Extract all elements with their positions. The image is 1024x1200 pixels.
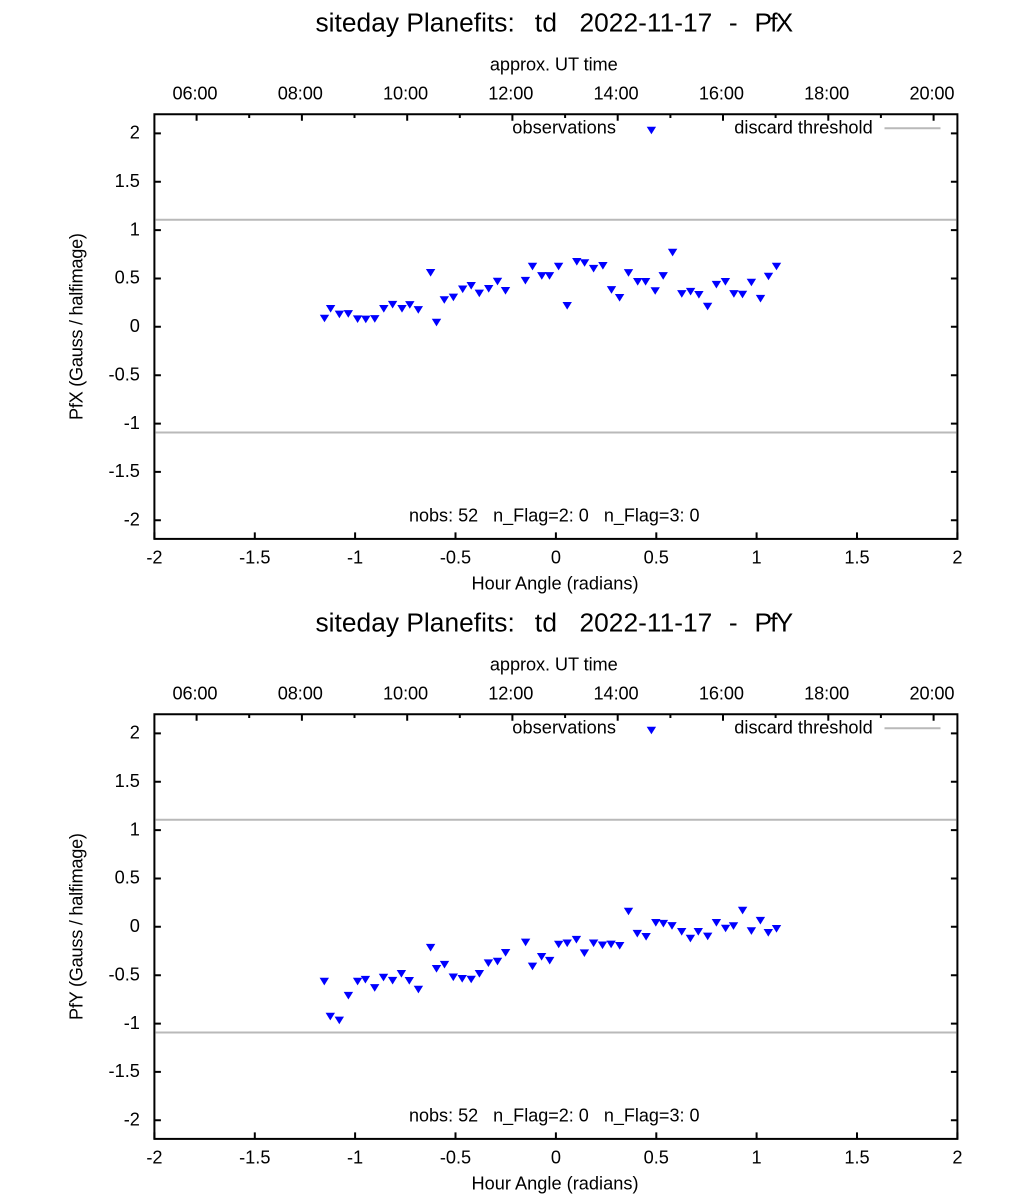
svg-text:-1.5: -1.5	[109, 461, 140, 481]
svg-text:1.5: 1.5	[844, 547, 869, 567]
svg-text:observations: observations	[512, 118, 616, 138]
svg-text:08:00: 08:00	[278, 84, 323, 104]
svg-text:1.5: 1.5	[844, 1147, 869, 1167]
svg-text:-1: -1	[124, 413, 140, 433]
svg-text:td: td	[535, 8, 557, 38]
svg-text:-1: -1	[124, 1013, 140, 1033]
svg-text:-0.5: -0.5	[109, 964, 140, 984]
svg-text:1: 1	[130, 219, 140, 239]
svg-text:14:00: 14:00	[594, 684, 639, 704]
svg-text:td: td	[535, 608, 557, 638]
svg-text:0: 0	[551, 547, 561, 567]
svg-text:observations: observations	[512, 718, 616, 738]
svg-text:-2: -2	[146, 547, 162, 567]
svg-text:approx. UT time: approx. UT time	[490, 54, 618, 74]
svg-text:Hour Angle (radians): Hour Angle (radians)	[472, 1174, 639, 1194]
svg-text:0.5: 0.5	[644, 1147, 669, 1167]
svg-text:-: -	[729, 608, 738, 638]
svg-text:1: 1	[752, 1147, 762, 1167]
svg-text:0: 0	[130, 916, 140, 936]
svg-text:10:00: 10:00	[383, 84, 428, 104]
svg-text:Hour Angle (radians): Hour Angle (radians)	[472, 574, 639, 594]
svg-text:PfY: PfY	[755, 608, 794, 638]
svg-text:20:00: 20:00	[909, 684, 954, 704]
svg-text:0.5: 0.5	[115, 268, 140, 288]
svg-text:2022-11-17: 2022-11-17	[580, 8, 713, 38]
svg-text:18:00: 18:00	[804, 684, 849, 704]
svg-text:0.5: 0.5	[644, 547, 669, 567]
svg-text:nobs: 52 n_Flag=2: 0 n_Fla: nobs: 52 n_Flag=2: 0 n_Flag=3: 0	[409, 505, 700, 526]
svg-text:-0.5: -0.5	[440, 1147, 471, 1167]
svg-text:1: 1	[130, 819, 140, 839]
svg-text:PfX (Gauss / halfimage): PfX (Gauss / halfimage)	[67, 233, 87, 420]
svg-text:10:00: 10:00	[383, 684, 428, 704]
svg-text:20:00: 20:00	[909, 84, 954, 104]
svg-text:-0.5: -0.5	[440, 547, 471, 567]
svg-text:-1: -1	[347, 1147, 363, 1167]
svg-text:16:00: 16:00	[699, 84, 744, 104]
svg-text:0: 0	[551, 1147, 561, 1167]
svg-text:-2: -2	[124, 1110, 140, 1130]
svg-text:16:00: 16:00	[699, 684, 744, 704]
svg-text:siteday Planefits:: siteday Planefits:	[316, 608, 515, 638]
svg-text:PfY (Gauss / halfimage): PfY (Gauss / halfimage)	[67, 833, 87, 1020]
svg-text:0.5: 0.5	[115, 868, 140, 888]
svg-text:2022-11-17: 2022-11-17	[580, 608, 713, 638]
svg-text:2: 2	[952, 547, 962, 567]
svg-text:discard threshold: discard threshold	[734, 118, 872, 138]
svg-text:approx. UT time: approx. UT time	[490, 654, 618, 674]
svg-text:-1.5: -1.5	[109, 1061, 140, 1081]
svg-text:0: 0	[130, 316, 140, 336]
svg-text:-1.5: -1.5	[239, 547, 270, 567]
svg-text:1.5: 1.5	[115, 771, 140, 791]
svg-text:-1.5: -1.5	[239, 1147, 270, 1167]
svg-text:-2: -2	[124, 510, 140, 530]
svg-text:06:00: 06:00	[172, 84, 217, 104]
svg-text:1: 1	[752, 547, 762, 567]
svg-text:siteday Planefits:: siteday Planefits:	[316, 8, 515, 38]
svg-text:2: 2	[130, 123, 140, 143]
svg-text:-: -	[729, 8, 738, 38]
svg-text:12:00: 12:00	[488, 684, 533, 704]
svg-text:12:00: 12:00	[488, 84, 533, 104]
svg-text:1.5: 1.5	[115, 171, 140, 191]
svg-text:-0.5: -0.5	[109, 364, 140, 384]
svg-text:discard threshold: discard threshold	[734, 718, 872, 738]
svg-text:14:00: 14:00	[594, 84, 639, 104]
svg-text:2: 2	[952, 1147, 962, 1167]
svg-text:-1: -1	[347, 547, 363, 567]
svg-text:-2: -2	[146, 1147, 162, 1167]
svg-text:2: 2	[130, 723, 140, 743]
svg-text:06:00: 06:00	[172, 684, 217, 704]
svg-text:PfX: PfX	[755, 8, 794, 38]
svg-text:08:00: 08:00	[278, 684, 323, 704]
svg-text:18:00: 18:00	[804, 84, 849, 104]
svg-text:nobs: 52 n_Flag=2: 0 n_Fla: nobs: 52 n_Flag=2: 0 n_Flag=3: 0	[409, 1105, 700, 1126]
